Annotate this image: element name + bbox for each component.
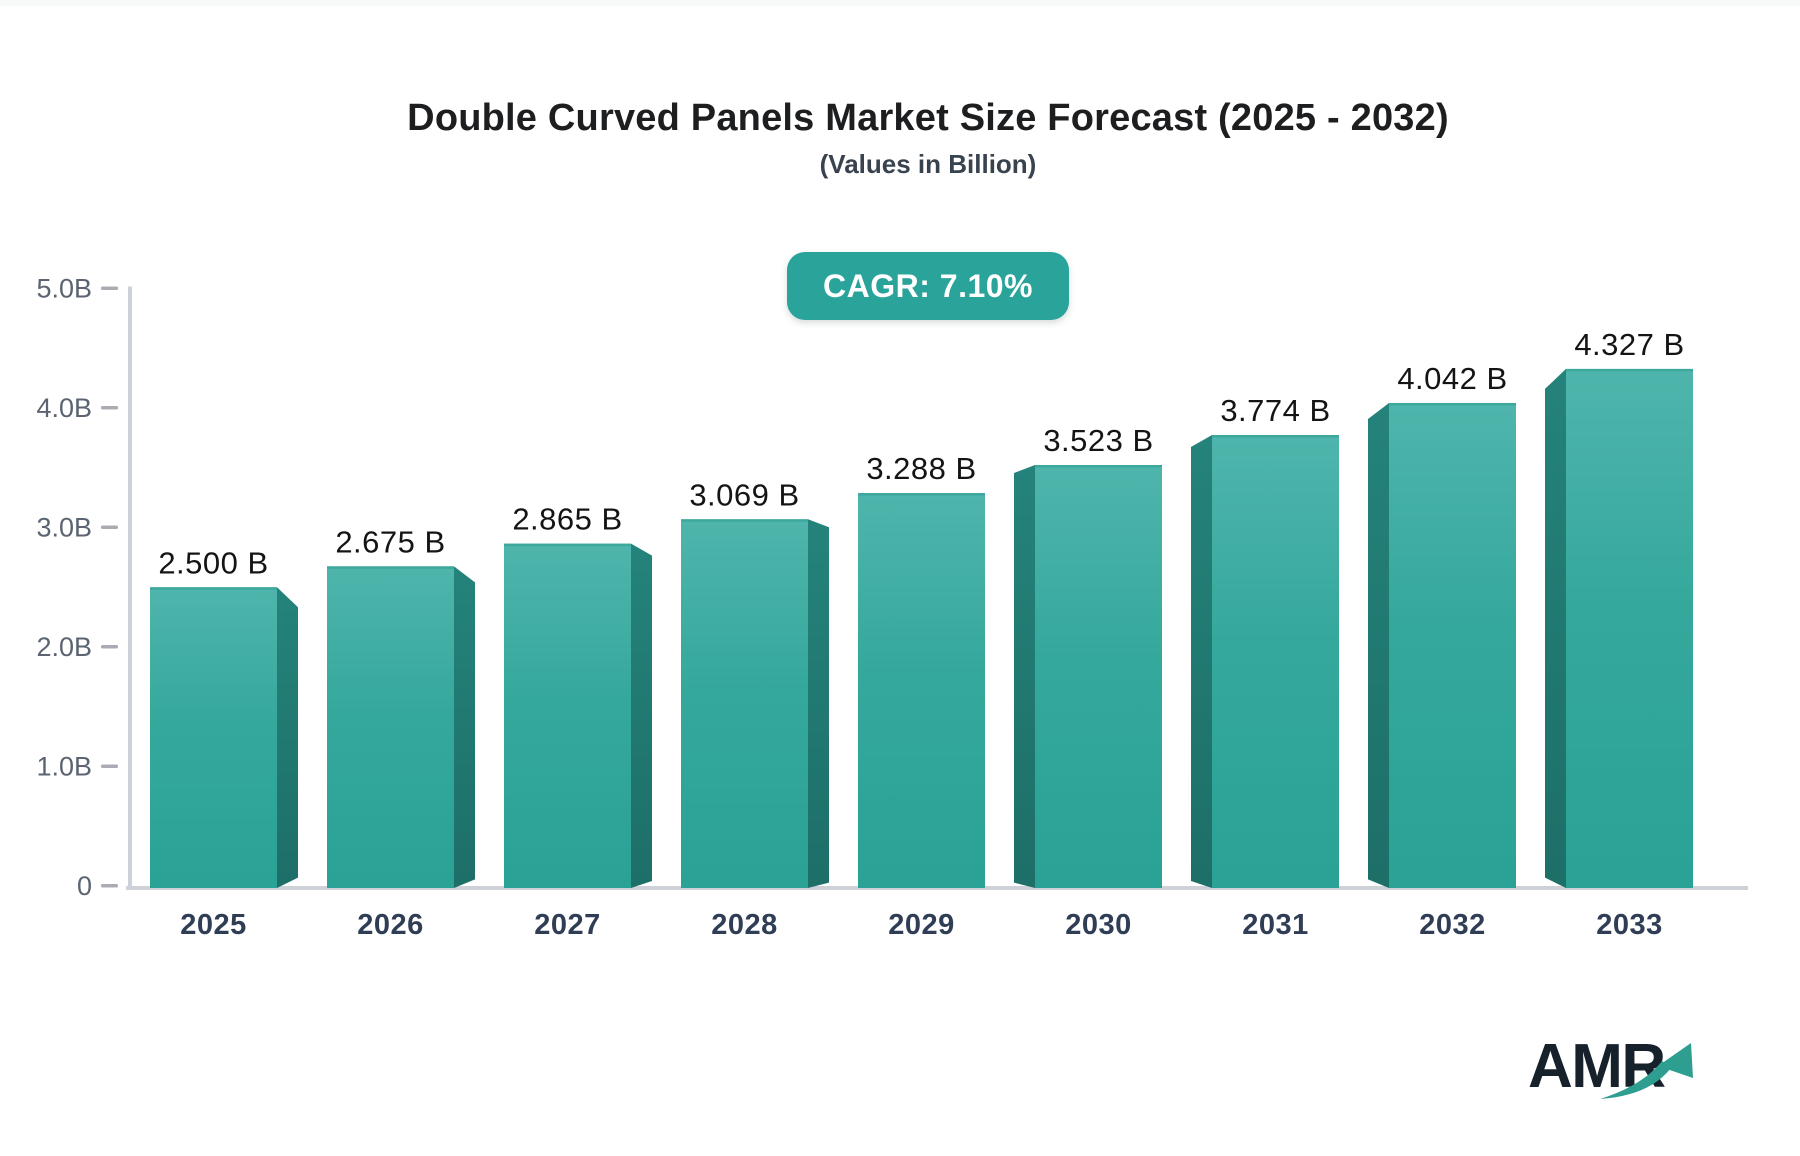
bar-value-label: 2.865 B (512, 502, 622, 537)
bar-front-face (858, 493, 985, 888)
bar-side-face (277, 587, 298, 888)
x-category-label: 2030 (1065, 909, 1132, 941)
chart-subtitle: (Values in Billion) (819, 149, 1037, 179)
bar-side-face (808, 519, 829, 888)
cagr-badge: CAGR: 7.10% (787, 252, 1069, 320)
bar-front-face (327, 566, 454, 888)
chart-title: Double Curved Panels Market Size Forecas… (407, 97, 1449, 139)
bar-group-2025: 2.500 B 2025 (150, 545, 298, 941)
x-category-label: 2032 (1419, 909, 1486, 941)
bar-side-face (1368, 402, 1389, 888)
bar-group-2026: 2.675 B 2026 (327, 524, 475, 941)
bar-side-face (1014, 465, 1035, 888)
bar-value-label: 2.675 B (335, 524, 445, 559)
bar-top-edge (1035, 465, 1162, 468)
bar-top-edge (1212, 435, 1339, 438)
y-tick (101, 406, 118, 410)
bar-value-label: 2.500 B (158, 545, 268, 580)
bar-front-face (1566, 368, 1693, 889)
x-category-label: 2031 (1242, 909, 1309, 941)
bar-front-face (1035, 465, 1162, 888)
y-tick (101, 645, 118, 649)
y-tick-label: 5.0B (36, 274, 92, 304)
y-axis-line (128, 286, 132, 886)
bar-top-edge (858, 493, 985, 496)
bar-top-edge (150, 587, 277, 590)
bar-side-face (1191, 435, 1212, 888)
bar-top-edge (681, 519, 808, 522)
x-category-label: 2029 (888, 909, 955, 941)
bar-group-2033: 4.327 B 2033 (1545, 327, 1693, 941)
bar-front-face (681, 519, 808, 888)
y-tick-label: 0 (77, 871, 92, 901)
y-tick (101, 525, 118, 529)
bar-value-label: 3.288 B (866, 451, 976, 486)
bar-value-label: 4.327 B (1574, 327, 1684, 362)
y-tick (101, 764, 118, 768)
bar-front-face (150, 587, 277, 888)
bar-group-2031: 3.774 B 2031 (1191, 393, 1339, 941)
bar-front-face (504, 543, 631, 888)
bar-side-face (631, 543, 652, 888)
x-category-label: 2027 (534, 909, 601, 941)
bar-top-edge (327, 566, 454, 569)
bar-group-2030: 3.523 B 2030 (1014, 423, 1162, 941)
bar-value-label: 4.042 B (1397, 361, 1507, 396)
bar-value-label: 3.774 B (1220, 393, 1330, 428)
growth-arrow-icon (1600, 1043, 1693, 1099)
bar-value-label: 3.523 B (1043, 423, 1153, 458)
bar-front-face (1389, 402, 1516, 888)
cagr-badge-wrap: CAGR: 7.10% (56, 252, 1800, 320)
bar-group-2032: 4.042 B 2032 (1368, 361, 1516, 941)
bar-top-edge (504, 543, 631, 547)
bar-front-face (1212, 435, 1339, 888)
y-tick (101, 286, 118, 290)
bar-value-label: 3.069 B (689, 477, 799, 512)
bar-top-edge (1389, 402, 1516, 406)
y-tick-label: 1.0B (36, 752, 92, 782)
x-category-label: 2026 (357, 909, 424, 941)
top-border-strip (0, 0, 1800, 6)
bar-group-2027: 2.865 B 2027 (504, 502, 652, 941)
x-category-label: 2033 (1596, 909, 1663, 941)
y-tick-label: 2.0B (36, 632, 92, 662)
x-category-label: 2025 (180, 909, 247, 941)
bar-side-face (454, 566, 475, 888)
bar-top-edge (1566, 368, 1693, 372)
bar-side-face (1545, 368, 1566, 889)
y-tick-label: 4.0B (36, 393, 92, 423)
x-category-label: 2028 (711, 909, 778, 941)
amr-logo: AMR (1528, 1034, 1718, 1114)
y-tick-label: 3.0B (36, 513, 92, 543)
bar-group-2028: 3.069 B 2028 (681, 477, 829, 941)
bar-group-2029: 3.288 B 2029 (858, 451, 985, 941)
y-tick (101, 884, 118, 888)
